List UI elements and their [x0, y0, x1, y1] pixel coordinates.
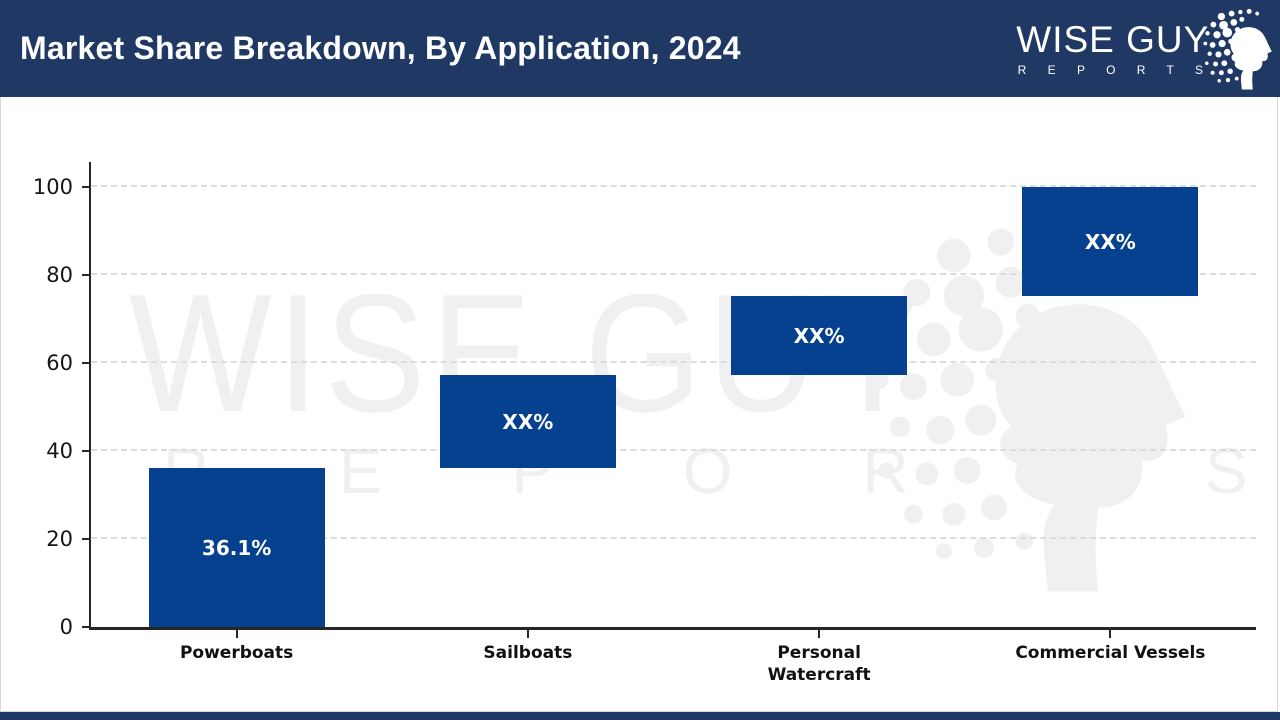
y-tick-label: 20 [46, 527, 73, 551]
footer-strip [0, 712, 1280, 720]
y-tick-label: 0 [59, 615, 73, 639]
brand-logo-text: WISE GUY R E P O R T S [1014, 21, 1212, 77]
plot-area: 0 20 40 60 80 100 36.1% Powerboats XX% Sailboats X… [33, 162, 1256, 685]
brand-logo-wordmark: WISE GUY [1016, 18, 1210, 60]
brand-logo: WISE GUY R E P O R T S [1014, 7, 1280, 91]
bar-powerboats: 36.1% [148, 468, 325, 627]
y-tick-mark [82, 626, 91, 628]
x-category-label: Sailboats [483, 643, 573, 663]
y-tick-label: 100 [32, 175, 73, 199]
y-tick-label: 80 [46, 263, 73, 287]
bar-commercial-vessels: XX% [1022, 187, 1199, 297]
gridline [91, 185, 1256, 187]
bar-value-label: XX% [1084, 229, 1136, 254]
x-category-label: Commercial Vessels [1015, 643, 1206, 663]
gridline [91, 449, 1256, 451]
bar-value-label: XX% [502, 409, 554, 434]
x-category-label: Personal Watercraft [767, 643, 871, 686]
x-tick-mark [235, 630, 238, 638]
y-tick-label: 60 [46, 351, 73, 375]
chart-canvas: WISE GUY R E P O R T S 0 20 40 60 80 100 36.1%… [0, 97, 1278, 712]
y-tick-mark [82, 362, 91, 364]
x-tick-mark [818, 630, 821, 638]
y-tick-mark [82, 538, 91, 540]
x-category-label: Powerboats [179, 643, 294, 663]
bar-value-label: 36.1% [201, 535, 272, 560]
bar-value-label: XX% [793, 323, 845, 348]
y-tick-mark [82, 186, 91, 188]
y-tick-mark [82, 274, 91, 276]
gridline [91, 537, 1256, 539]
x-tick-mark [526, 630, 529, 638]
brand-logo-subtext: R E P O R T S [1017, 62, 1212, 77]
y-tick-label: 40 [46, 439, 73, 463]
page-title: Market Share Breakdown, By Application, … [20, 30, 741, 66]
bar-sailboats: XX% [439, 374, 616, 469]
gridline [91, 361, 1256, 363]
header-bar: Market Share Breakdown, By Application, … [0, 0, 1280, 97]
gridline [91, 273, 1256, 275]
bar-personal-watercraft: XX% [731, 296, 908, 375]
y-tick-mark [82, 450, 91, 452]
x-tick-mark [1109, 630, 1112, 638]
